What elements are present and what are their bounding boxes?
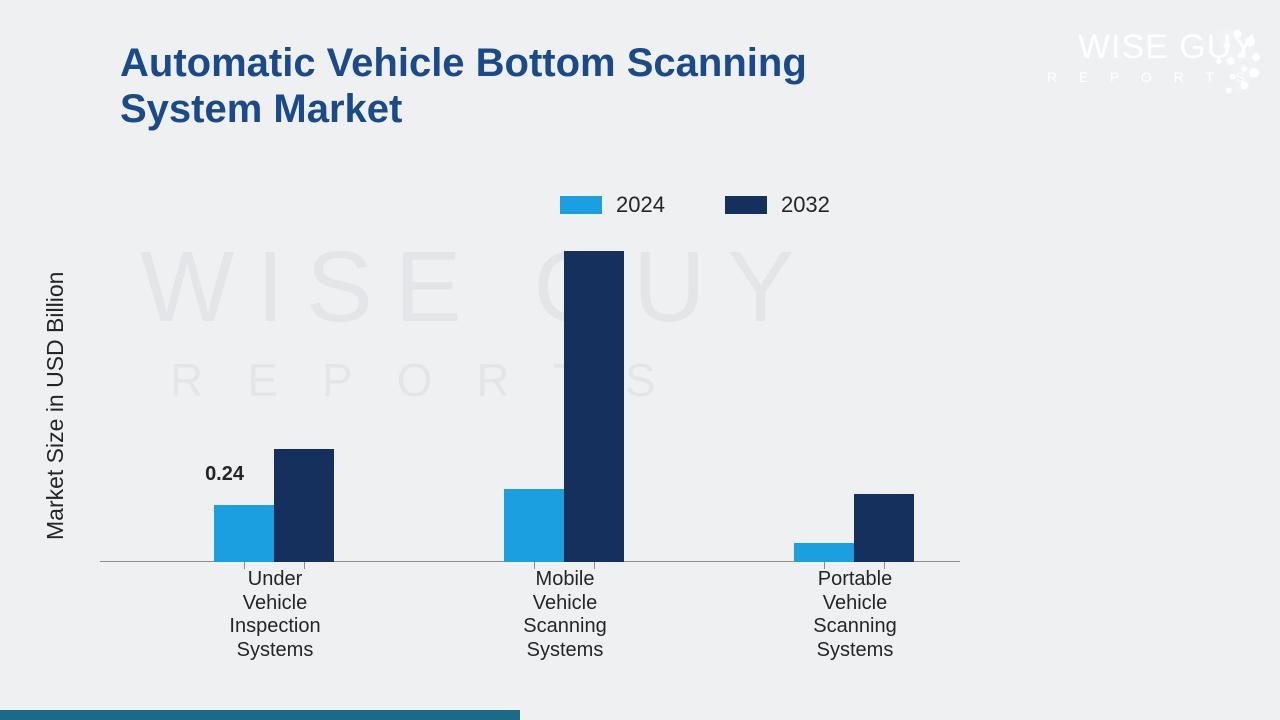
bar-2024 [504,489,564,562]
legend-label: 2024 [616,192,665,218]
bar-value-label: 0.24 [205,463,244,486]
legend-item: 2032 [725,192,830,218]
brand-logo: WISE GUY R E P O R T S [1047,28,1256,85]
legend-item: 2024 [560,192,665,218]
chart-canvas: WISE GUY R E P O R T S Automatic Vehicle… [0,0,1280,720]
y-axis-label: Market Size in USD Billion [42,272,69,540]
category-label: MobileVehicleScanningSystems [480,568,650,662]
chart-plot-area: 0.24 [100,232,960,562]
legend: 2024 2032 [560,192,830,218]
chart-title: Automatic Vehicle Bottom Scanning System… [120,40,860,132]
category-label: UnderVehicleInspectionSystems [190,568,360,662]
legend-swatch [560,196,602,214]
bar-2032 [854,494,914,562]
bar-2032 [564,251,624,562]
bar-2024 [214,505,274,562]
bar-2024 [794,543,854,562]
category-label: PortableVehicleScanningSystems [770,568,940,662]
bar-2032 [274,449,334,562]
brand-dots-icon [1184,22,1262,100]
bottom-accent-bar [0,710,520,720]
legend-swatch [725,196,767,214]
legend-label: 2032 [781,192,830,218]
